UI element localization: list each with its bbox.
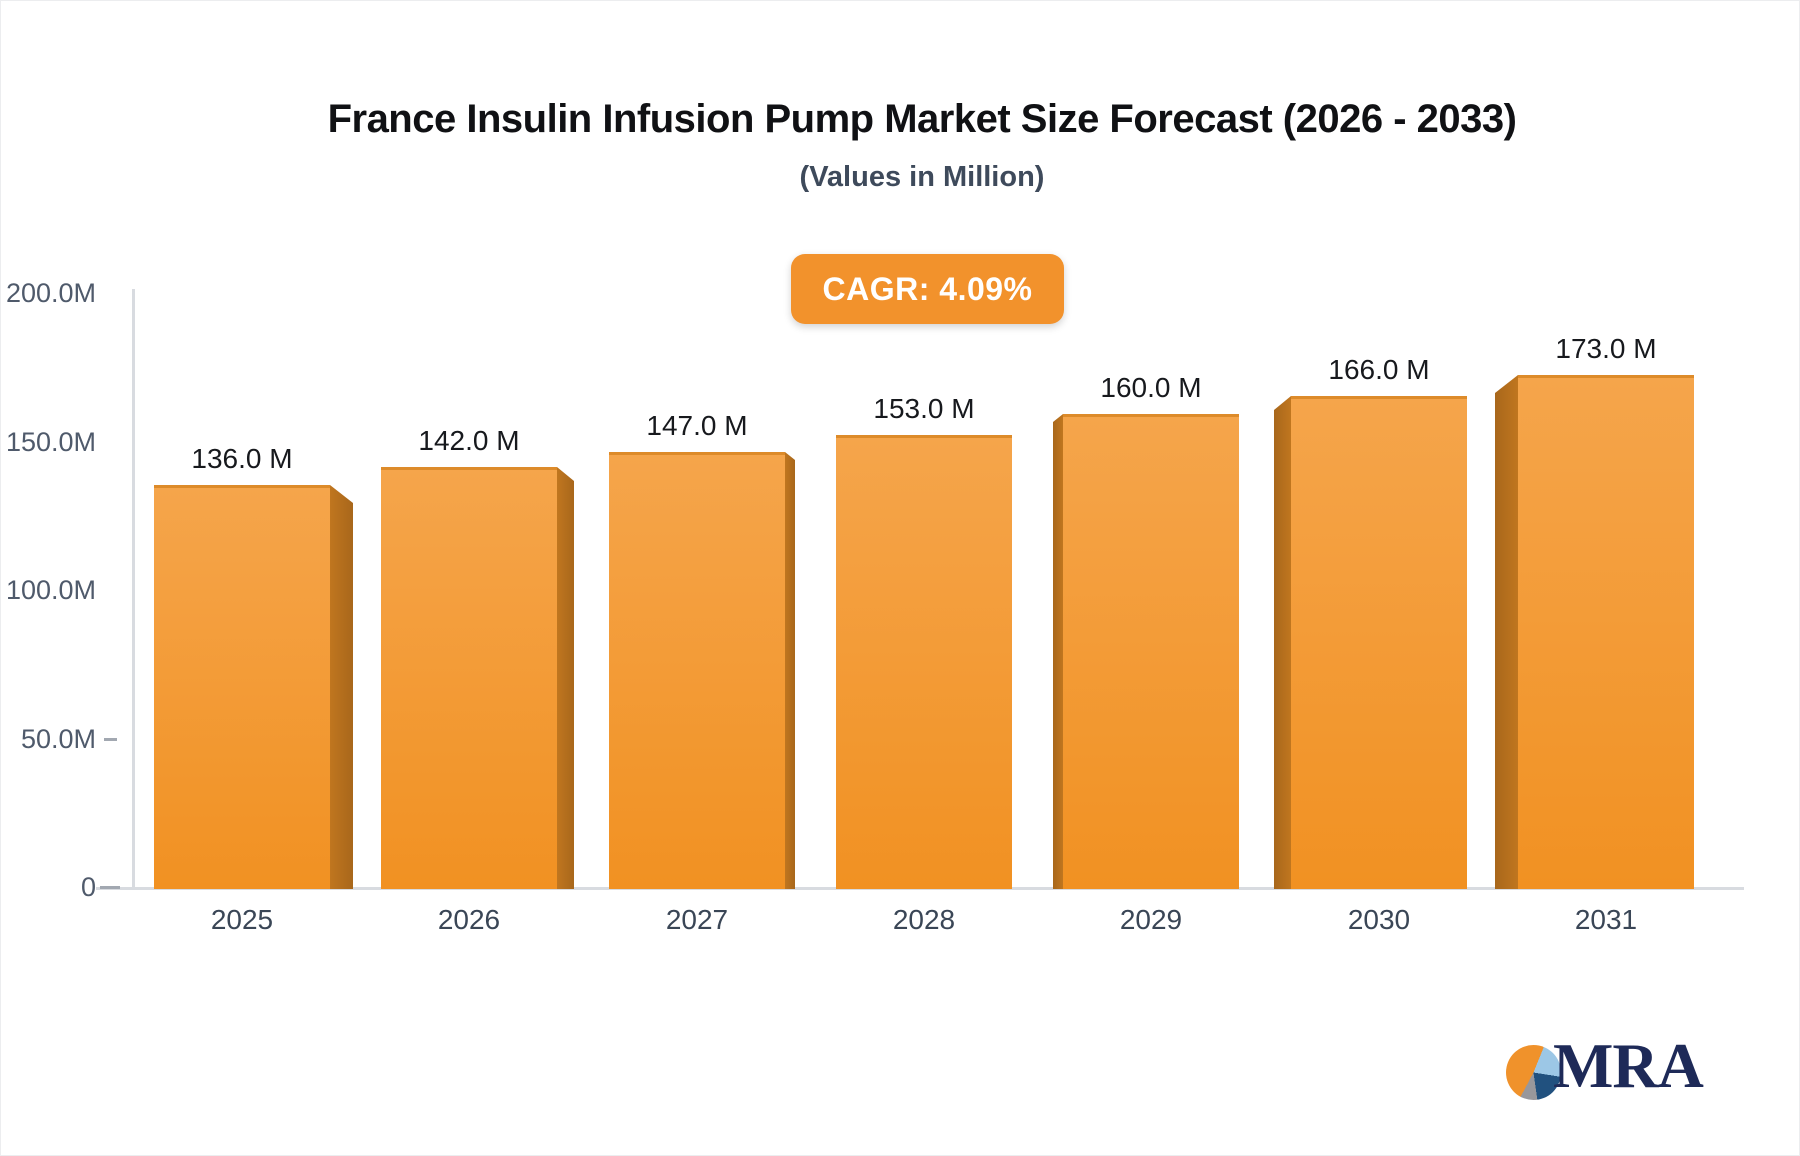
bar-2028	[836, 435, 1012, 889]
bar-2030	[1291, 396, 1467, 889]
bar-3d-side	[1495, 375, 1518, 889]
bar-3d-side	[785, 452, 795, 889]
y-axis-tick-label: 150.0M	[5, 426, 96, 457]
bar-3d-side	[330, 485, 353, 889]
x-axis-tick-label: 2031	[1574, 904, 1638, 935]
bar-2026	[381, 467, 557, 889]
bar-2027	[609, 452, 785, 889]
bar-2029	[1063, 414, 1239, 889]
y-axis-tick-label: 200.0M	[5, 278, 96, 308]
bar-value-label: 147.0 M	[646, 410, 748, 441]
brand-logo: MRA	[1506, 1029, 1704, 1103]
x-axis-tick-label: 2028	[892, 904, 956, 935]
x-axis-tick-label: 2030	[1347, 904, 1411, 935]
cagr-badge: CAGR: 4.09%	[791, 254, 1064, 324]
bar-3d-side	[1053, 414, 1063, 889]
bar-value-label: 166.0 M	[1328, 354, 1430, 385]
x-axis-tick-label: 2026	[437, 904, 501, 935]
y-axis-tick-mark	[100, 886, 120, 889]
x-axis-tick-label: 2027	[665, 904, 729, 935]
bar-2025	[154, 485, 330, 889]
bar-value-label: 173.0 M	[1555, 333, 1657, 364]
bar-value-label: 136.0 M	[191, 443, 293, 474]
x-axis-tick-label: 2029	[1119, 904, 1183, 935]
bar-value-label: 160.0 M	[1100, 372, 1202, 403]
bar-3d-side	[1274, 396, 1291, 889]
chart-title: France Insulin Infusion Pump Market Size…	[327, 97, 1517, 141]
y-axis-tick-mark	[104, 737, 117, 741]
y-axis-tick-label: 100.0M	[5, 575, 96, 605]
x-axis-tick-label: 2025	[210, 904, 274, 935]
bar-2031	[1518, 375, 1694, 889]
y-axis-line	[132, 289, 135, 889]
y-axis-tick-label: 0	[80, 872, 96, 902]
y-axis-tick-label: 50.0M	[20, 723, 96, 754]
bar-value-label: 153.0 M	[873, 393, 975, 424]
chart-subtitle: (Values in Million)	[799, 161, 1045, 193]
cagr-badge-label: CAGR: 4.09%	[822, 270, 1033, 307]
pie-chart-logo-icon	[1506, 1044, 1561, 1100]
brand-logo-text: MRA	[1553, 1030, 1704, 1101]
bar-3d-side	[557, 467, 574, 889]
bar-value-label: 142.0 M	[418, 425, 520, 456]
